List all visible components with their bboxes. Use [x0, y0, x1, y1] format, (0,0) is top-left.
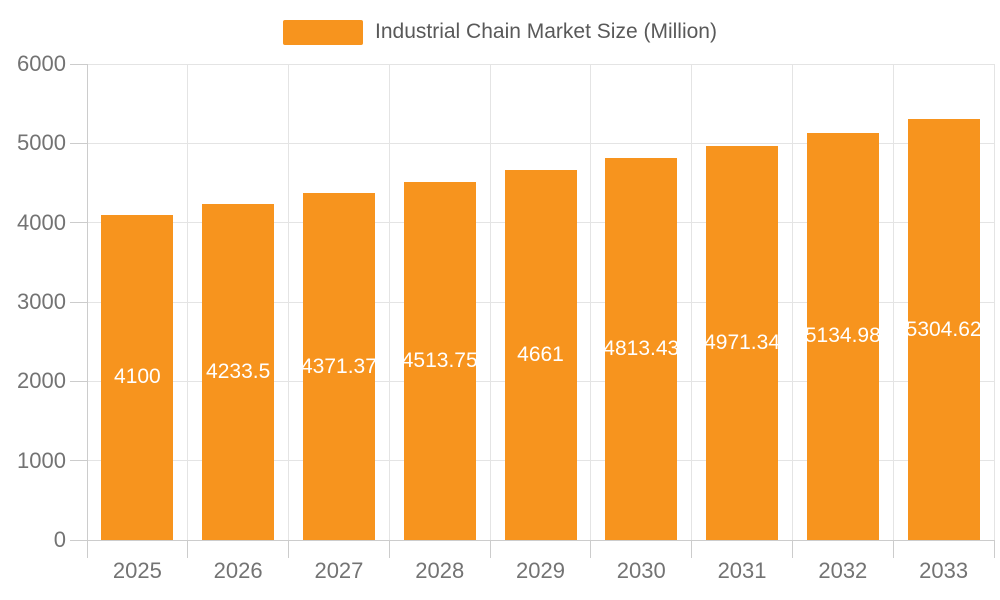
bar-value-label: 4661 [517, 343, 564, 367]
bar-value-label: 4971.34 [706, 330, 779, 354]
x-axis-tick-label: 2027 [314, 558, 364, 583]
x-gridline [590, 64, 592, 540]
y-tick-mark [70, 63, 87, 65]
bar-value-label: 5304.62 [907, 317, 980, 341]
x-tick-mark [489, 540, 491, 558]
bar-value-label: 4233.5 [206, 360, 271, 384]
x-gridline [489, 64, 491, 540]
bar-value-label: 4371.37 [302, 354, 375, 378]
bar-2031: 4971.34 [706, 145, 779, 540]
legend-swatch-icon[interactable] [283, 19, 364, 45]
y-axis-line [86, 64, 88, 540]
y-gridline [87, 539, 994, 541]
x-tick-mark [388, 540, 390, 558]
y-axis-tick-label: 2000 [17, 368, 66, 394]
y-axis-tick-label: 3000 [17, 289, 66, 314]
y-axis-tick-label: 6000 [17, 51, 66, 76]
bar-2028: 4513.75 [403, 181, 476, 540]
y-tick-mark [70, 142, 87, 144]
y-tick-mark [70, 460, 87, 462]
y-axis-tick-label: 0 [53, 527, 66, 552]
bar-2032: 5134.98 [806, 132, 879, 540]
bar-2030: 4813.43 [605, 158, 678, 540]
x-gridline [691, 64, 693, 540]
x-axis-tick-label: 2032 [818, 558, 868, 583]
y-gridline [87, 63, 994, 65]
x-tick-mark [993, 540, 995, 558]
x-gridline [288, 64, 290, 540]
x-axis-tick-label: 2025 [112, 558, 162, 583]
y-axis-tick-label: 5000 [17, 130, 66, 156]
y-tick-mark [70, 380, 87, 382]
x-axis-tick-label: 2029 [516, 558, 565, 583]
x-gridline [791, 64, 793, 540]
x-gridline [993, 64, 995, 540]
x-axis-tick-label: 2030 [616, 558, 666, 583]
chart-legend: Industrial Chain Market Size (Million) [0, 16, 1000, 48]
bar-2025: 4100 [101, 214, 174, 540]
y-axis-tick-label: 4000 [17, 209, 66, 235]
bar-value-label: 4513.75 [403, 348, 476, 372]
bar-2033: 5304.62 [907, 119, 980, 540]
x-axis-tick-label: 2033 [919, 558, 969, 583]
y-tick-mark [70, 301, 87, 303]
x-tick-mark [691, 540, 693, 558]
bar-value-label: 4100 [114, 365, 161, 389]
y-tick-mark [70, 539, 87, 541]
x-tick-mark [892, 540, 894, 558]
y-gridline [87, 142, 994, 144]
x-axis-tick-label: 2026 [213, 558, 263, 583]
y-tick-mark [70, 222, 87, 224]
y-axis-tick-label: 1000 [17, 447, 66, 473]
x-tick-mark [590, 540, 592, 558]
x-axis-tick-label: 2031 [717, 558, 767, 583]
legend-label[interactable]: Industrial Chain Market Size (Million) [375, 20, 717, 43]
x-tick-mark [791, 540, 793, 558]
x-gridline [187, 64, 189, 540]
x-tick-mark [288, 540, 290, 558]
x-gridline [388, 64, 390, 540]
bar-value-label: 4813.43 [605, 337, 678, 361]
bar-2026: 4233.5 [202, 204, 275, 540]
bar-2029: 4661 [504, 170, 577, 540]
x-tick-mark [187, 540, 189, 558]
x-tick-mark [86, 540, 88, 558]
x-axis-tick-label: 2028 [415, 558, 465, 583]
bar-value-label: 5134.98 [806, 324, 879, 348]
bar-2027: 4371.37 [302, 193, 375, 540]
x-gridline [892, 64, 894, 540]
